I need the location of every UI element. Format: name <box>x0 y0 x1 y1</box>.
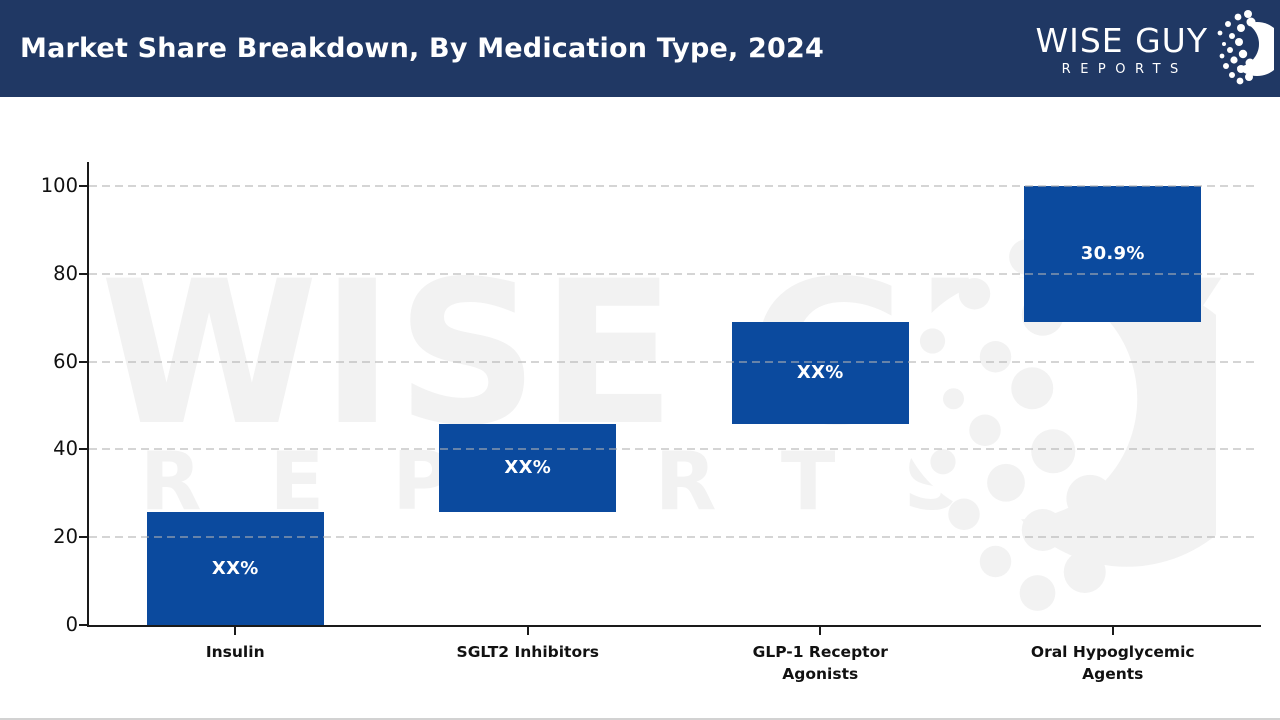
bottom-divider <box>0 718 1280 720</box>
bar-value-label: XX% <box>504 457 552 479</box>
bar-segment: XX% <box>146 511 324 625</box>
y-tick-label: 20 <box>53 525 78 549</box>
y-tick-mark <box>79 624 87 626</box>
x-axis-line <box>87 625 1261 627</box>
gridline <box>89 448 1259 451</box>
y-tick-label: 100 <box>40 174 78 197</box>
y-tick-label: 80 <box>53 261 78 285</box>
y-tick-label: 0 <box>65 613 78 636</box>
gridline <box>89 360 1259 363</box>
brand-face-icon <box>1213 9 1274 84</box>
bar-value-label: XX% <box>211 557 259 579</box>
y-tick-label: 40 <box>53 437 78 461</box>
y-tick-mark <box>79 448 87 451</box>
bar-segment: XX% <box>439 423 617 512</box>
x-category-label: Insulin <box>205 643 265 661</box>
bar-segment: 30.9% <box>1024 186 1202 322</box>
y-tick-label: 60 <box>53 349 78 373</box>
x-tick-mark <box>526 627 529 635</box>
bar-value-label: XX% <box>796 362 844 384</box>
bar-segment: XX% <box>731 321 909 424</box>
gridline <box>89 536 1259 539</box>
y-tick-mark <box>79 185 87 187</box>
y-tick-mark <box>79 536 87 539</box>
brand-subname: REPORTS <box>1061 61 1188 77</box>
y-axis-line <box>87 162 89 627</box>
chart-title: Market Share Breakdown, By Medication Ty… <box>20 33 825 64</box>
gridline <box>89 185 1259 187</box>
x-category-label: Oral Hypoglycemic Agents <box>1030 643 1195 683</box>
brand-logo-text: WISE GUY REPORTS <box>1035 21 1208 77</box>
y-tick-mark <box>79 272 87 275</box>
x-category-label: GLP-1 Receptor Agonists <box>752 643 888 683</box>
chart-region: WISE GUY REPORTS 020406080100XX%InsulinX… <box>0 97 1280 720</box>
brand-name: WISE GUY <box>1035 20 1208 60</box>
header-banner: Market Share Breakdown, By Medication Ty… <box>0 0 1280 97</box>
bar-value-label: 30.9% <box>1080 243 1145 265</box>
gridline <box>89 272 1259 275</box>
y-tick-mark <box>79 360 87 363</box>
x-tick-mark <box>819 627 822 635</box>
x-category-label: SGLT2 Inhibitors <box>456 643 599 661</box>
x-tick-mark <box>234 627 237 635</box>
x-tick-mark <box>1111 627 1114 635</box>
brand-logo: WISE GUY REPORTS <box>1035 9 1280 89</box>
